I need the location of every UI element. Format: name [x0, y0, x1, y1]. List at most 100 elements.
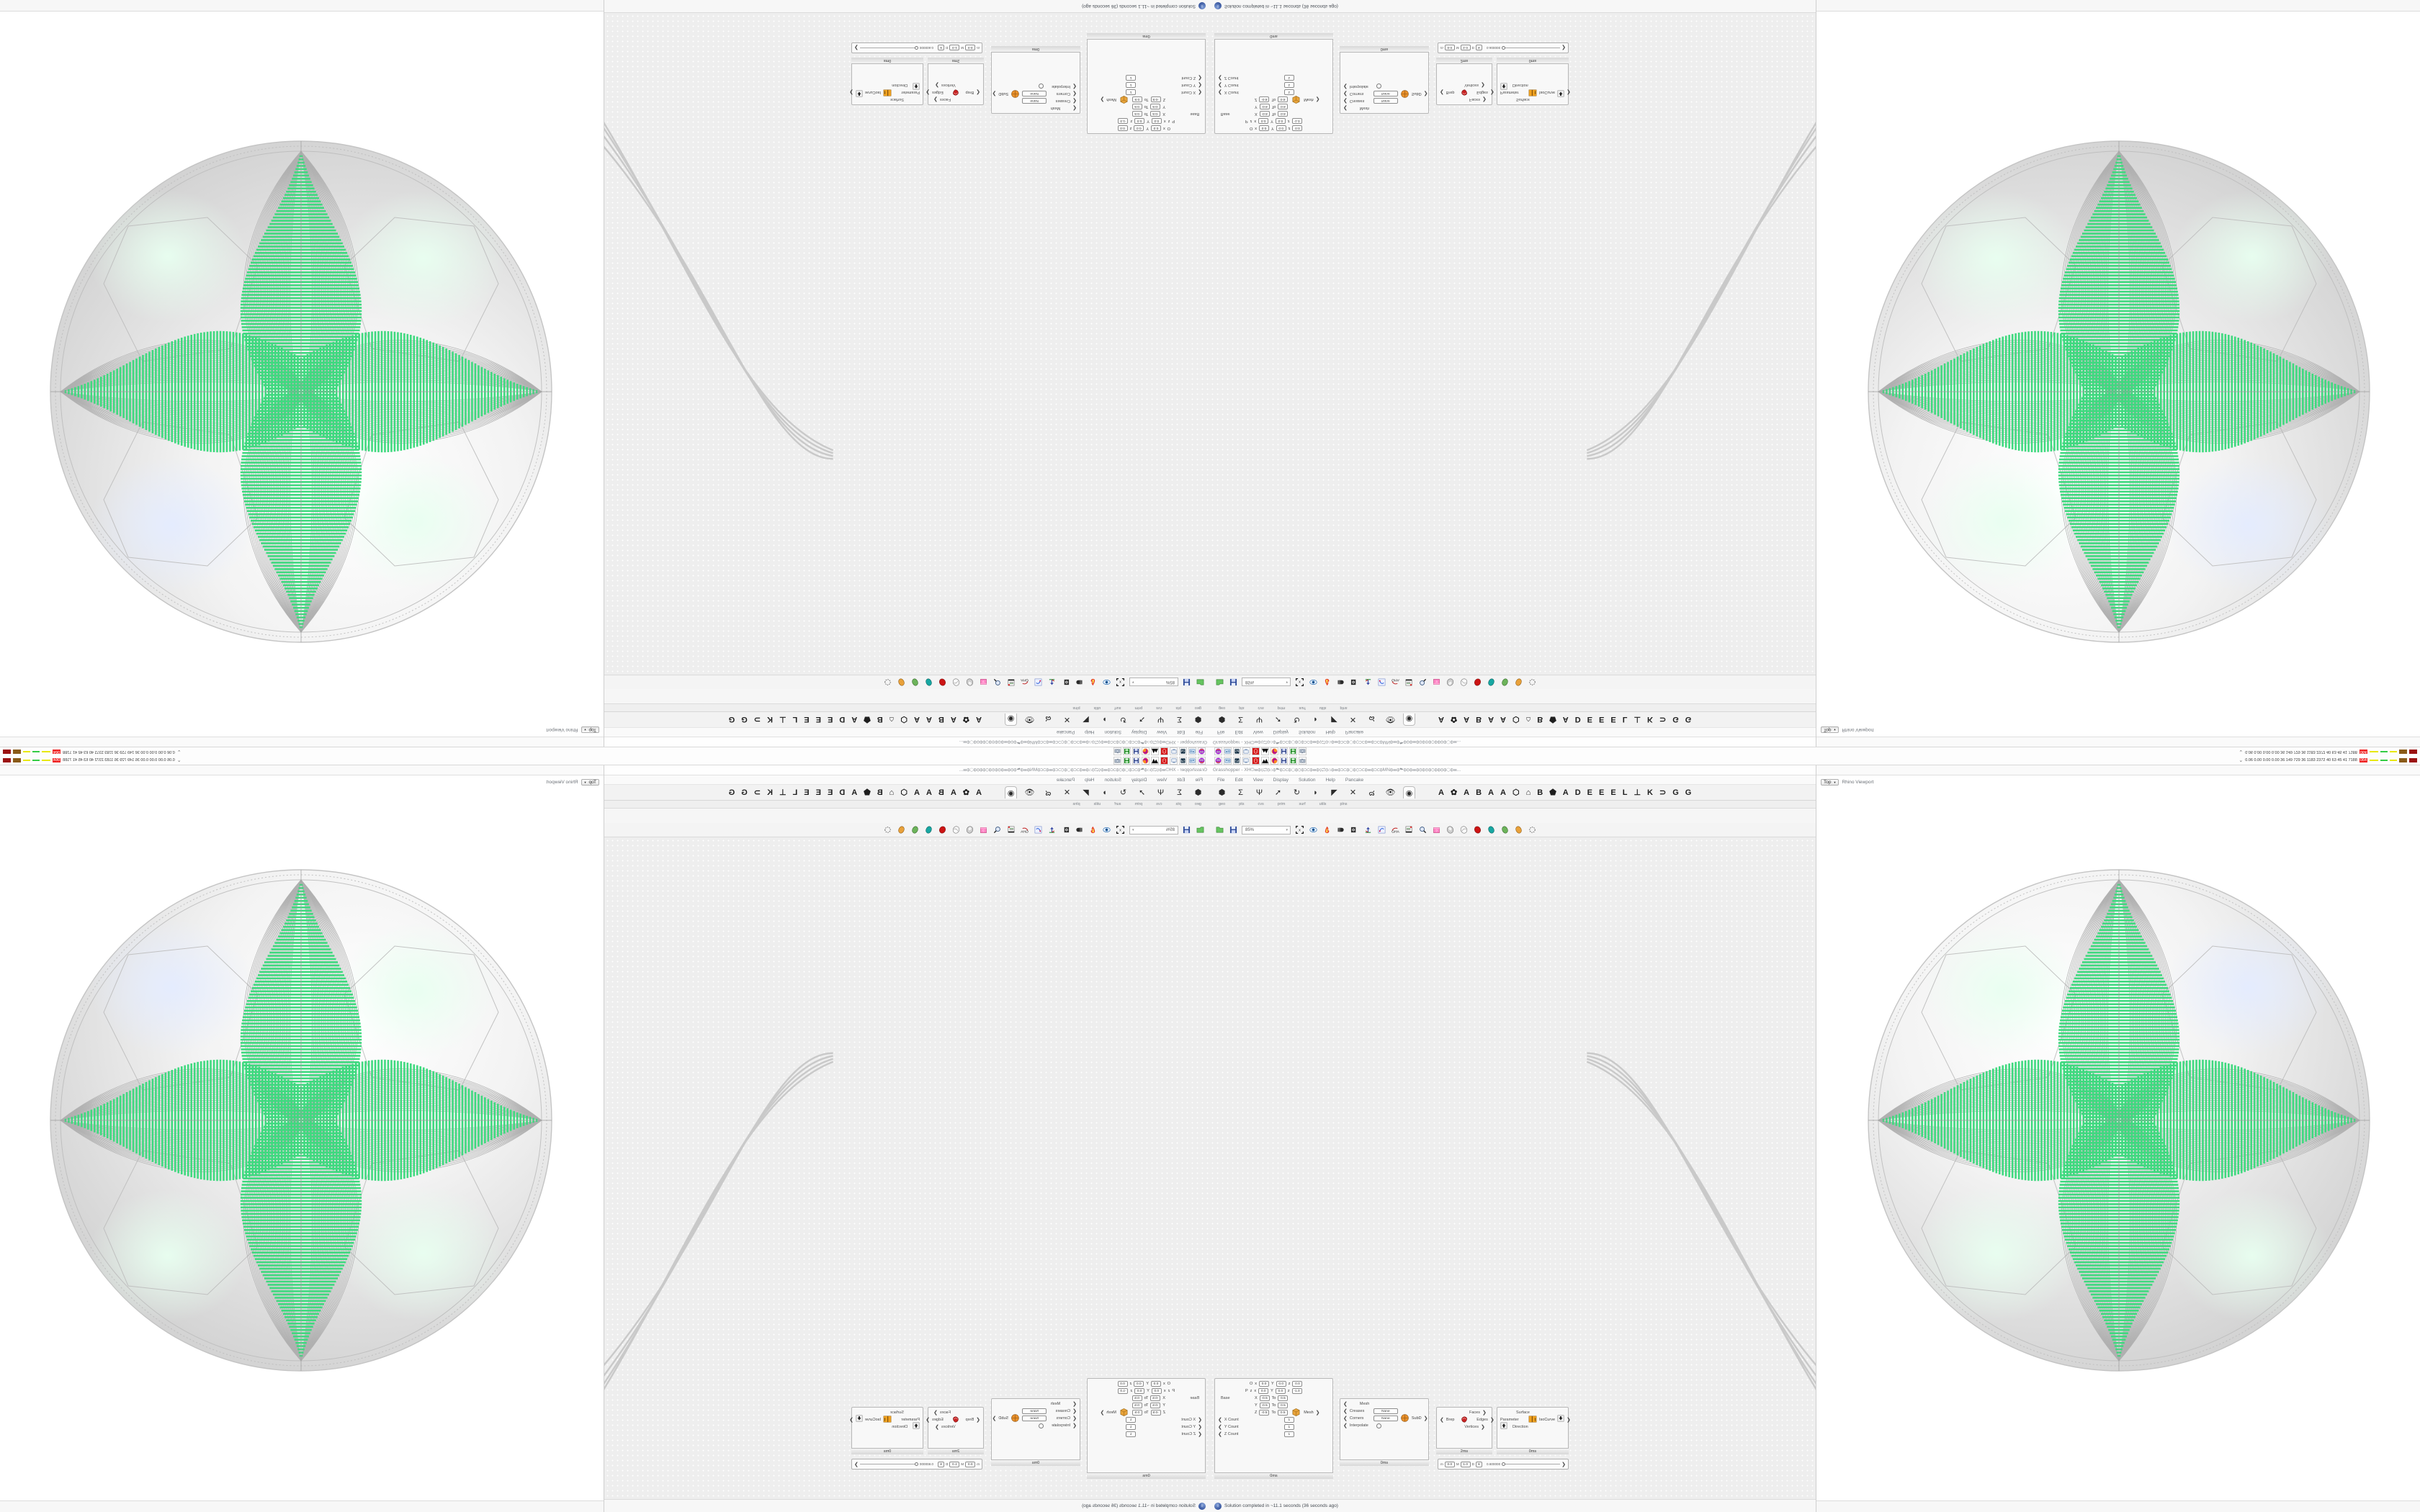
zaxis-z-input[interactable]: -1.0: [1291, 1388, 1302, 1394]
ribbon-letter-1[interactable]: ✿: [1450, 788, 1458, 797]
readout-expand-icon[interactable]: ⌄: [2238, 758, 2244, 763]
subd-creases-port[interactable]: ❮: [1343, 98, 1348, 103]
subd-corners-value[interactable]: None: [1022, 91, 1047, 96]
ribbon-letter-15[interactable]: L: [792, 788, 798, 797]
surface-tab[interactable]: ◗: [1309, 786, 1322, 798]
menu-item-display[interactable]: Display: [1273, 777, 1289, 783]
ribbon-subtab-cvs[interactable]: cvs: [1258, 802, 1264, 806]
pancake-tab[interactable]: ◉: [1005, 786, 1017, 798]
iso-out-port[interactable]: ❯: [849, 1418, 853, 1423]
menu-item-help[interactable]: Help: [1325, 777, 1335, 783]
y-count-input[interactable]: 1: [1283, 82, 1294, 88]
ribbon-letter-13[interactable]: E: [1599, 788, 1605, 797]
origin-y-input[interactable]: 0.0: [1276, 125, 1286, 131]
quadrant-top-left[interactable]: Sd: [0, 0, 1210, 756]
ribbon-letter-16[interactable]: ⊥: [779, 788, 786, 797]
subd-interp-port[interactable]: ❮: [1072, 84, 1077, 89]
zaxis-z-input[interactable]: -1.0: [1291, 118, 1302, 124]
iso-out-port[interactable]: ❯: [1567, 1418, 1571, 1423]
ribbon-subtab-prim[interactable]: prim: [1277, 706, 1286, 710]
base-z-to[interactable]: 0.5: [1278, 96, 1289, 102]
ribbon-letter-5[interactable]: A: [914, 788, 920, 797]
menu-item-edit[interactable]: Edit: [1234, 777, 1243, 783]
origin-y-input[interactable]: 0.0: [1276, 1381, 1286, 1387]
x-count-port[interactable]: ❮: [1218, 1418, 1222, 1423]
ribbon-letter-17[interactable]: K: [767, 715, 773, 724]
mountain-bw-icon[interactable]: [1261, 756, 1269, 765]
ribbon-letter-1[interactable]: ✿: [962, 715, 970, 724]
node-isocurve[interactable]: Surface Parameter t IsoCurve ❯: [849, 1407, 923, 1454]
ribbon-letter-0[interactable]: A: [976, 788, 982, 797]
ribbon-letter-8[interactable]: B: [1537, 715, 1543, 724]
slider-max-input[interactable]: 1.0: [1460, 1461, 1471, 1467]
ribbon-subtab-geo[interactable]: geo: [1219, 802, 1226, 806]
subd-interp-toggle[interactable]: [1376, 84, 1381, 89]
menu-item-view[interactable]: View: [1252, 777, 1263, 783]
preview-eye-icon[interactable]: [1308, 678, 1318, 688]
teal-leaf-icon[interactable]: [1486, 825, 1496, 835]
brep-vertices-port[interactable]: ❯: [935, 82, 939, 87]
base-x-from[interactable]: -0.5: [1150, 1395, 1161, 1401]
transform-tab[interactable]: ๘: [1042, 786, 1054, 798]
ribbon-letter-5[interactable]: A: [914, 715, 920, 724]
ribbon-letter-5[interactable]: A: [1500, 715, 1506, 724]
slider-out-port[interactable]: ❯: [854, 45, 859, 50]
ribbon-letter-2[interactable]: A: [1464, 715, 1470, 724]
ribbon-letter-12[interactable]: E: [1587, 715, 1593, 724]
taskbar[interactable]: Sd: [0, 756, 1210, 765]
subd-interp-port[interactable]: ❮: [1343, 84, 1348, 89]
readout-expand-icon[interactable]: ⌄: [176, 749, 182, 754]
zoom-level-input[interactable]: 85%: [1129, 825, 1178, 834]
ribbon-letter-2[interactable]: A: [950, 788, 956, 797]
sd-card-icon[interactable]: Sd: [1179, 747, 1187, 756]
ribbon-subtab-geo[interactable]: geo: [1194, 802, 1201, 806]
ribbon-letter-8[interactable]: B: [877, 788, 883, 797]
ribbon-letter-18[interactable]: ⊃: [753, 715, 761, 724]
vector-tab[interactable]: ➚: [1136, 786, 1148, 798]
ribbon-letter-16[interactable]: ⊥: [779, 715, 786, 724]
capsule-icon[interactable]: [1335, 825, 1345, 835]
brep-faces-port[interactable]: ❯: [1482, 96, 1487, 102]
ribbon-letter-0[interactable]: A: [1438, 715, 1444, 724]
ribbon-subtab-pts[interactable]: pts: [1175, 706, 1181, 710]
brep-edges-port[interactable]: ❯: [926, 1418, 931, 1423]
bake-flame-icon[interactable]: [1322, 825, 1332, 835]
taskbar-icon-group[interactable]: Sd: [1214, 756, 1307, 765]
camera-icon[interactable]: [1061, 825, 1071, 835]
subd-creases-value[interactable]: None: [1022, 1408, 1047, 1414]
ribbon-letter-9[interactable]: ⬟: [1549, 788, 1556, 797]
y-count-input[interactable]: 1: [1283, 1424, 1294, 1430]
menu-item-solution[interactable]: Solution: [1298, 729, 1316, 735]
base-x-to[interactable]: 0.5: [1131, 111, 1142, 117]
axis-arrows-icon[interactable]: [1047, 825, 1057, 835]
node-subd[interactable]: ❮ Mesh ❮ Creases None ❮ Corners None: [991, 46, 1080, 114]
menu-item-help[interactable]: Help: [1325, 729, 1335, 735]
menu-item-view[interactable]: View: [1157, 729, 1168, 735]
surface-tab[interactable]: ◗: [1098, 786, 1111, 798]
iso-up-arrow-icon[interactable]: [910, 80, 920, 90]
menu-item-display[interactable]: Display: [1131, 777, 1147, 783]
camera-icon[interactable]: [1349, 825, 1359, 835]
subd-creases-port[interactable]: ❮: [1072, 1409, 1077, 1414]
help-pink-icon[interactable]: ?: [979, 825, 989, 835]
firefox-icon[interactable]: [1142, 747, 1150, 756]
floppy-green-icon[interactable]: [1289, 756, 1297, 765]
slider-min-input[interactable]: 0.0: [1444, 1461, 1455, 1467]
subd-creases-value[interactable]: None: [1373, 98, 1398, 104]
monitor-icon[interactable]: [1242, 747, 1250, 756]
subd-corners-port[interactable]: ❮: [1343, 91, 1348, 96]
display-tab[interactable]: 👁: [1023, 714, 1036, 726]
ribbon-subtab-cvs[interactable]: cvs: [1258, 706, 1264, 710]
taskbar[interactable]: Sd: [1210, 747, 2420, 756]
origin-x-input[interactable]: 0.0: [1150, 125, 1161, 131]
node-mesh-box[interactable]: O x 0.0 Y 0.0 z 0.0 P z x 0.0 Y 0.0 z -1.0: [1087, 33, 1206, 134]
node-isocurve[interactable]: Surface Parameter t IsoCurve ❯: [1497, 58, 1571, 105]
canvas-toolbar[interactable]: 85% x: [0, 823, 1210, 837]
brep-vertices-port[interactable]: ❯: [935, 1425, 939, 1430]
ribbon-letter-11[interactable]: D: [1574, 788, 1581, 797]
slider-thumb[interactable]: [1502, 46, 1506, 50]
widget-icon[interactable]: x: [1116, 825, 1126, 835]
params-tab[interactable]: ⬢: [1216, 714, 1228, 726]
orange-leaf-icon[interactable]: [1513, 678, 1523, 688]
octopus-purple-icon[interactable]: [1198, 756, 1206, 765]
